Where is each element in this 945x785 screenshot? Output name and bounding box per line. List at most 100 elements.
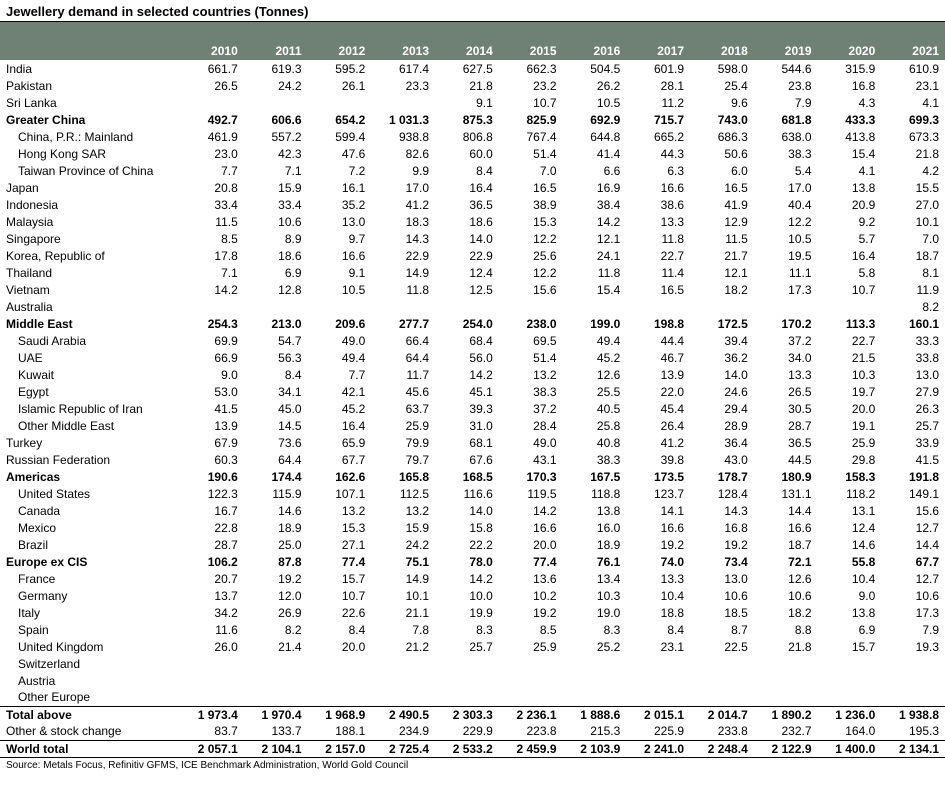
cell-value: 9.0 [180, 366, 244, 383]
cell-value: 13.7 [180, 587, 244, 604]
cell-value: 7.2 [308, 162, 372, 179]
cell-value: 13.8 [818, 179, 882, 196]
cell-value: 10.4 [626, 587, 690, 604]
cell-value: 2 103.9 [563, 740, 627, 757]
cell-value: 18.6 [244, 247, 308, 264]
cell-value: 601.9 [626, 60, 690, 77]
table-row: Switzerland [0, 655, 945, 672]
cell-value: 83.7 [180, 723, 244, 740]
cell-value: 15.8 [435, 519, 499, 536]
cell-value: 9.2 [818, 213, 882, 230]
cell-value: 22.9 [435, 247, 499, 264]
cell-value: 68.4 [435, 332, 499, 349]
table-row: Other & stock change83.7133.7188.1234.92… [0, 723, 945, 740]
cell-value: 638.0 [754, 128, 818, 145]
cell-value: 8.5 [180, 230, 244, 247]
cell-value: 18.7 [754, 536, 818, 553]
cell-value: 40.5 [563, 400, 627, 417]
row-label: Switzerland [0, 655, 180, 672]
cell-value: 7.1 [180, 264, 244, 281]
row-label: Malaysia [0, 213, 180, 230]
cell-value: 39.3 [435, 400, 499, 417]
cell-value: 49.4 [563, 332, 627, 349]
cell-value: 19.3 [881, 638, 945, 655]
cell-value: 14.3 [371, 230, 435, 247]
cell-value: 21.8 [881, 145, 945, 162]
cell-value: 45.4 [626, 400, 690, 417]
cell-value: 41.5 [881, 451, 945, 468]
cell-value: 6.9 [244, 264, 308, 281]
cell-value: 13.3 [626, 213, 690, 230]
table-row: Spain11.68.28.47.88.38.58.38.48.78.86.97… [0, 621, 945, 638]
cell-value [308, 672, 372, 689]
cell-value: 1 236.0 [818, 706, 882, 723]
table-row: Indonesia33.433.435.241.236.538.938.438.… [0, 196, 945, 213]
row-label: Australia [0, 298, 180, 315]
cell-value [626, 655, 690, 672]
cell-value: 15.4 [563, 281, 627, 298]
cell-value: 26.0 [180, 638, 244, 655]
cell-value: 72.1 [754, 553, 818, 570]
cell-value [499, 672, 563, 689]
cell-value: 17.3 [754, 281, 818, 298]
table-row: Thailand7.16.99.114.912.412.211.811.412.… [0, 264, 945, 281]
cell-value: 2 015.1 [626, 706, 690, 723]
table-row: Sri Lanka9.110.710.511.29.67.94.34.1 [0, 94, 945, 111]
cell-value: 133.7 [244, 723, 308, 740]
cell-value: 25.5 [563, 383, 627, 400]
table-row: Europe ex CIS106.287.877.475.178.077.476… [0, 553, 945, 570]
cell-value: 128.4 [690, 485, 754, 502]
cell-value: 315.9 [818, 60, 882, 77]
cell-value: 715.7 [626, 111, 690, 128]
cell-value [244, 298, 308, 315]
cell-value: 26.1 [308, 77, 372, 94]
cell-value [308, 94, 372, 111]
row-label: Kuwait [0, 366, 180, 383]
cell-value: 492.7 [180, 111, 244, 128]
header-blank [0, 22, 180, 60]
cell-value: 191.8 [881, 468, 945, 485]
cell-value: 2 134.1 [881, 740, 945, 757]
cell-value: 49.4 [308, 349, 372, 366]
table-body: India661.7619.3595.2617.4627.5662.3504.5… [0, 60, 945, 757]
table-row: United Kingdom26.021.420.021.225.725.925… [0, 638, 945, 655]
table-row: Italy34.226.922.621.119.919.219.018.818.… [0, 604, 945, 621]
cell-value: 118.8 [563, 485, 627, 502]
cell-value: 20.8 [180, 179, 244, 196]
cell-value: 45.2 [308, 400, 372, 417]
cell-value: 73.4 [690, 553, 754, 570]
cell-value: 18.7 [881, 247, 945, 264]
cell-value: 2 533.2 [435, 740, 499, 757]
cell-value: 172.5 [690, 315, 754, 332]
table-row: United States122.3115.9107.1112.5116.611… [0, 485, 945, 502]
row-label: Taiwan Province of China [0, 162, 180, 179]
cell-value: 13.2 [308, 502, 372, 519]
cell-value: 19.2 [626, 536, 690, 553]
cell-value: 174.4 [244, 468, 308, 485]
cell-value: 33.9 [881, 434, 945, 451]
cell-value: 66.4 [371, 332, 435, 349]
cell-value: 39.4 [690, 332, 754, 349]
cell-value: 38.4 [563, 196, 627, 213]
cell-value: 21.1 [371, 604, 435, 621]
cell-value [244, 655, 308, 672]
cell-value [180, 298, 244, 315]
cell-value: 51.4 [499, 145, 563, 162]
cell-value: 12.2 [754, 213, 818, 230]
cell-value: 7.0 [881, 230, 945, 247]
cell-value: 15.9 [244, 179, 308, 196]
cell-value: 20.0 [308, 638, 372, 655]
cell-value [563, 689, 627, 706]
cell-value: 26.3 [881, 400, 945, 417]
row-label: France [0, 570, 180, 587]
cell-value: 78.0 [435, 553, 499, 570]
cell-value: 16.9 [563, 179, 627, 196]
cell-value: 33.4 [244, 196, 308, 213]
header-year: 2010 [180, 22, 244, 60]
cell-value: 223.8 [499, 723, 563, 740]
cell-value: 233.8 [690, 723, 754, 740]
cell-value: 34.1 [244, 383, 308, 400]
cell-value: 56.3 [244, 349, 308, 366]
cell-value: 67.6 [435, 451, 499, 468]
cell-value: 45.0 [244, 400, 308, 417]
